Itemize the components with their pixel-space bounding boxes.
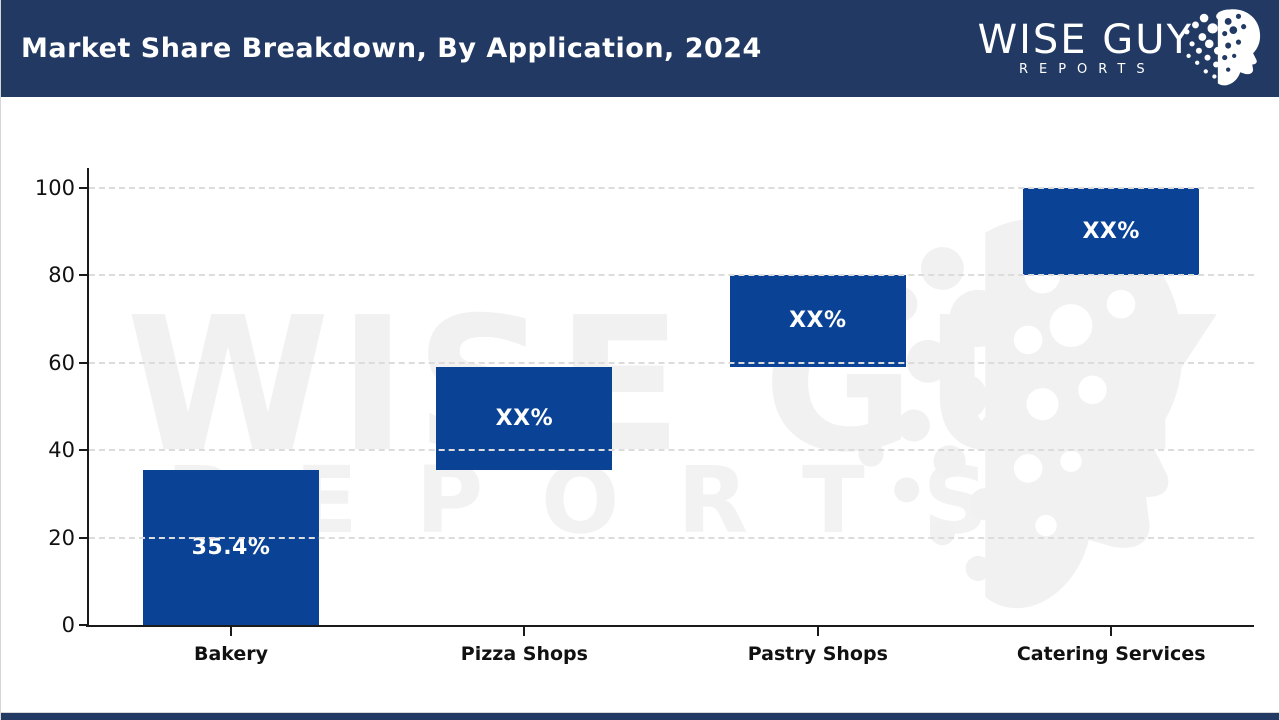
y-tick-label: 80 bbox=[48, 263, 75, 287]
y-tick-label: 0 bbox=[61, 613, 75, 637]
bar-value-label: 35.4% bbox=[191, 535, 271, 561]
bar-catering-services: XX% bbox=[1023, 187, 1200, 275]
bar-pastry-shops: XX% bbox=[729, 275, 906, 367]
y-tick-mark bbox=[79, 449, 88, 451]
y-tick-mark bbox=[79, 274, 88, 276]
bar-value-label: XX% bbox=[789, 308, 847, 334]
x-axis bbox=[86, 625, 1254, 627]
chart-area: WISE GUY REPORTS 35.4% XX% XX% XX% 0 20 40 60 80… bbox=[1, 97, 1279, 713]
gridline-100 bbox=[89, 186, 1254, 189]
x-tick-mark bbox=[1110, 627, 1113, 636]
header: Market Share Breakdown, By Application, … bbox=[1, 0, 1279, 97]
y-tick-mark bbox=[79, 361, 88, 364]
x-tick-mark bbox=[816, 627, 819, 636]
bottom-hairline bbox=[1, 712, 1279, 713]
x-tick-label-bakery: Bakery bbox=[193, 643, 269, 665]
wise-guy-logo: WISE GUY REPORTS bbox=[978, 6, 1267, 92]
y-tick-label: 60 bbox=[48, 350, 75, 375]
x-tick-label-pastry-shops: Pastry Shops bbox=[747, 643, 888, 665]
y-tick-label: 100 bbox=[34, 175, 75, 200]
x-tick-mark bbox=[523, 627, 526, 636]
x-tick-mark bbox=[230, 627, 232, 636]
page-title: Market Share Breakdown, By Application, … bbox=[21, 33, 762, 64]
logo-face-icon bbox=[1184, 8, 1261, 85]
logo-subtitle: REPORTS bbox=[1018, 62, 1156, 77]
y-tick-label: 20 bbox=[48, 525, 75, 550]
bar-pizza-shops: XX% bbox=[436, 366, 613, 471]
bar-value-label: XX% bbox=[1082, 218, 1140, 244]
gridline-80 bbox=[89, 274, 1254, 276]
y-tick-label: 40 bbox=[48, 438, 75, 462]
gridline-40 bbox=[89, 449, 1254, 451]
y-tick-mark bbox=[79, 536, 88, 539]
y-tick-mark bbox=[79, 186, 88, 189]
watermark-face-icon bbox=[849, 216, 1183, 609]
y-axis bbox=[87, 168, 89, 627]
bar-bakery: 35.4% bbox=[143, 470, 319, 625]
logo-title: WISE GUY bbox=[977, 17, 1193, 63]
y-tick-mark bbox=[79, 624, 88, 626]
footer-bar bbox=[1, 713, 1279, 720]
bar-value-label: XX% bbox=[495, 406, 554, 431]
gridline-20 bbox=[89, 536, 1254, 539]
gridline-60 bbox=[89, 361, 1254, 364]
logo-wordmark: WISE GUY REPORTS bbox=[978, 20, 1193, 77]
x-tick-label-catering-services: Catering Services bbox=[1016, 643, 1206, 665]
x-tick-label-pizza-shops: Pizza Shops bbox=[460, 643, 588, 665]
